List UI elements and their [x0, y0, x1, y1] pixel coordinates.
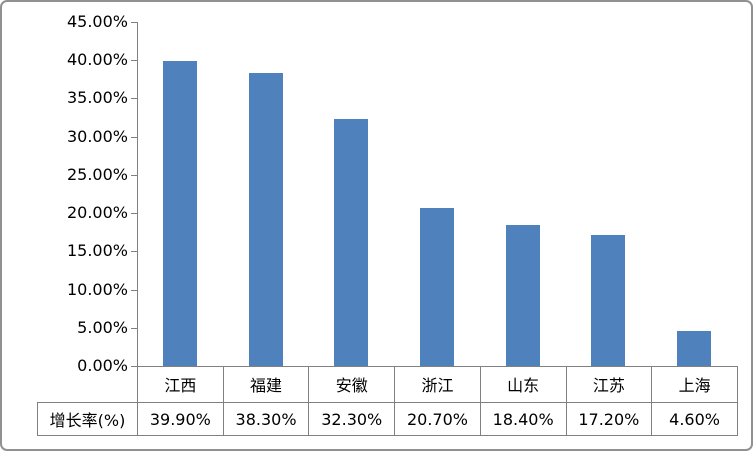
category-label: 福建 [224, 366, 310, 402]
bar-福建 [248, 73, 283, 366]
data-table-value-cell: 20.70% [395, 403, 481, 435]
data-table-row: 增长率(%) 39.90% 38.30% 32.30% 20.70% 18.40% 17.2… [37, 402, 738, 436]
y-axis-tick-mark [131, 60, 137, 62]
y-axis-tick-label: 25.00% [66, 164, 128, 184]
y-axis-tick-mark [131, 174, 137, 176]
data-table-value-cell: 39.90% [138, 403, 224, 435]
category-label: 上海 [652, 366, 738, 402]
y-axis-tick-label: 30.00% [66, 126, 128, 146]
y-axis-tick-label: 45.00% [66, 12, 128, 31]
y-axis-tick-mark [131, 289, 137, 291]
bar-浙江 [420, 207, 454, 366]
bar-江苏 [591, 234, 626, 366]
y-axis-tick-label: 40.00% [66, 50, 128, 70]
y-axis-tick-mark [131, 98, 137, 100]
y-axis-tick-mark [131, 213, 137, 215]
category-label: 江苏 [567, 366, 653, 402]
category-label: 山东 [481, 366, 567, 402]
y-axis-tick-mark [131, 22, 137, 23]
y-axis-tick-label: 10.00% [66, 279, 128, 299]
data-table-value-cell: 32.30% [309, 403, 396, 435]
series-name-cell: 增长率(%) [38, 403, 138, 435]
category-label: 浙江 [395, 366, 481, 402]
data-table-value-cell: 17.20% [567, 403, 653, 435]
y-axis-tick-mark [131, 251, 137, 253]
bar-安徽 [334, 119, 369, 366]
y-axis-tick-mark [131, 136, 137, 138]
y-axis-tick-mark [131, 327, 137, 329]
data-table-value-cell: 38.30% [224, 403, 310, 435]
y-axis-tick-label: 0.00% [77, 356, 128, 375]
data-table-value-cell: 4.60% [652, 403, 738, 435]
y-axis-line [137, 22, 138, 366]
x-axis-line [131, 366, 737, 367]
category-axis-row: 江西 福建 安徽 浙江 山东 江苏 上海 [137, 366, 738, 402]
category-label: 江西 [138, 366, 224, 402]
bar-上海 [677, 330, 712, 366]
y-axis-tick-label: 5.00% [77, 317, 128, 337]
y-axis-tick-label: 35.00% [66, 88, 128, 108]
y-axis-tick-label: 20.00% [66, 203, 128, 223]
bar-山东 [505, 225, 540, 366]
bar-江西 [162, 60, 197, 366]
category-label: 安徽 [309, 366, 396, 402]
y-axis-tick-label: 15.00% [66, 241, 128, 261]
data-table-value-cell: 18.40% [481, 403, 567, 435]
